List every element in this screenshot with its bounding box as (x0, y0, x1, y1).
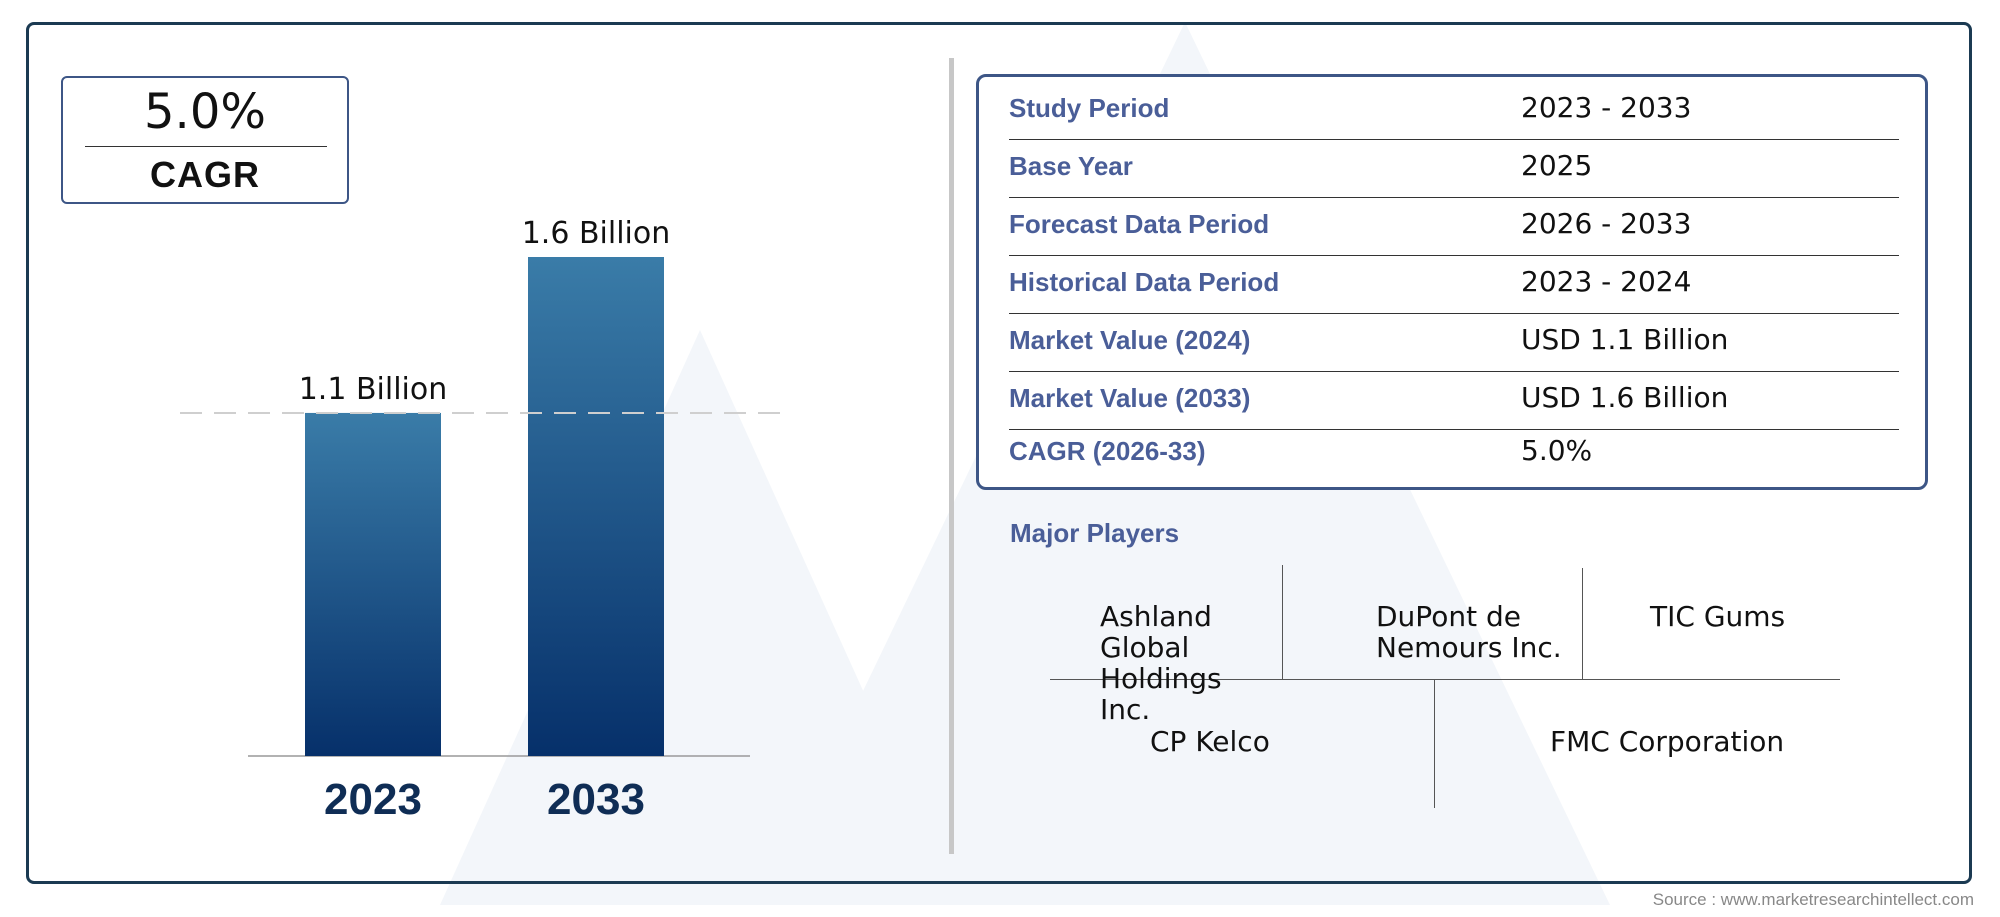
info-row: Market Value (2024) USD 1.1 Billion (1009, 313, 1899, 372)
bar-chart-svg: 1.1 Billion 2023 1.6 Billion 2033 (180, 216, 790, 824)
info-label: Historical Data Period (1009, 267, 1280, 297)
vertical-divider (949, 58, 954, 854)
bar-chart: 1.1 Billion 2023 1.6 Billion 2033 (0, 0, 940, 880)
info-label: Study Period (1009, 93, 1170, 123)
info-row: Base Year 2025 (1009, 139, 1899, 198)
bar-data-label: 1.1 Billion (299, 372, 448, 407)
bar (528, 257, 664, 756)
info-row: Study Period 2023 - 2033 (1009, 81, 1899, 140)
bar (305, 412, 441, 756)
info-value: 5.0% (1521, 434, 1593, 467)
source-credit: Source : www.marketresearchintellect.com (1652, 890, 1974, 909)
player-name: FMC Corporation (1550, 725, 1785, 758)
info-value: 2025 (1521, 149, 1593, 182)
cagr-divider (85, 146, 327, 147)
cagr-box: 5.0% CAGR (61, 76, 349, 204)
players-divider-3 (1434, 680, 1435, 808)
players-divider-1 (1282, 565, 1283, 679)
info-label: Forecast Data Period (1009, 209, 1270, 239)
info-label: Market Value (2033) (1009, 383, 1251, 413)
cagr-value: 5.0% (144, 84, 266, 140)
player-name: CP Kelco (1150, 725, 1270, 758)
x-tick-label: 2033 (547, 775, 645, 824)
info-label: Base Year (1009, 151, 1133, 181)
player-name: Ashland Global Holdings Inc. (1100, 600, 1222, 726)
info-value: USD 1.6 Billion (1521, 381, 1729, 414)
x-tick-label: 2023 (324, 775, 422, 824)
player-name: TIC Gums (1650, 600, 1786, 633)
info-row: CAGR (2026-33) 5.0% (1009, 424, 1899, 482)
info-value: 2026 - 2033 (1521, 207, 1692, 240)
players-divider-2 (1582, 568, 1583, 679)
bar-data-label: 1.6 Billion (522, 216, 671, 251)
info-value: USD 1.1 Billion (1521, 323, 1729, 356)
cagr-label: CAGR (150, 154, 260, 195)
major-players-title: Major Players (1010, 518, 1180, 548)
player-name: DuPont de Nemours Inc. (1376, 600, 1562, 664)
players-row-divider (1050, 679, 1840, 680)
info-label: Market Value (2024) (1009, 325, 1251, 355)
info-value: 2023 - 2033 (1521, 91, 1692, 124)
info-row: Forecast Data Period 2026 - 2033 (1009, 197, 1899, 256)
info-row: Market Value (2033) USD 1.6 Billion (1009, 371, 1899, 430)
content-frame (26, 22, 1972, 884)
info-label: CAGR (2026-33) (1009, 436, 1206, 466)
market-info-table: Study Period 2023 - 2033 Base Year 2025 Fore… (976, 74, 1928, 490)
info-value: 2023 - 2024 (1521, 265, 1692, 298)
info-row: Historical Data Period 2023 - 2024 (1009, 255, 1899, 314)
